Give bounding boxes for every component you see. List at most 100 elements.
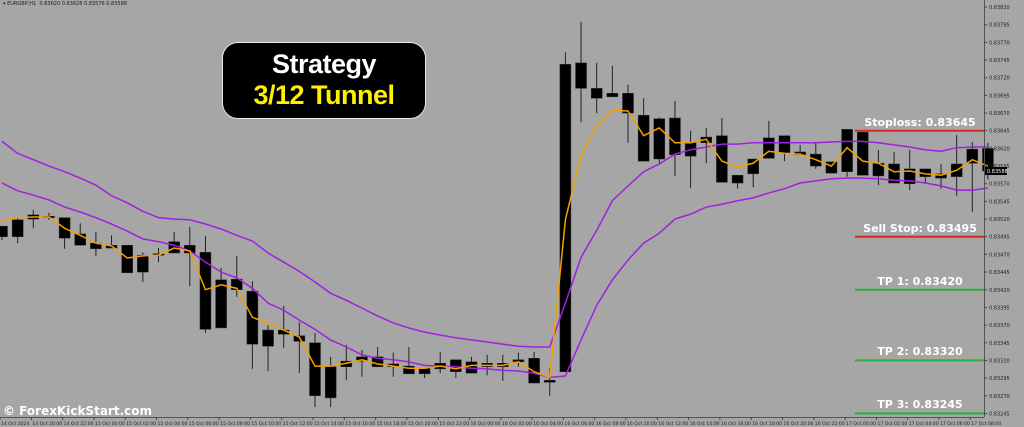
candle-body <box>403 365 415 375</box>
candle <box>215 267 227 329</box>
title-line-2: 3/12 Tunnel <box>253 80 395 110</box>
time-tick-label: 16 Oct 04:00 <box>533 421 563 427</box>
candle <box>731 175 744 189</box>
candle <box>528 351 540 384</box>
candle <box>606 65 619 98</box>
price-tick-label: 0.83420 <box>989 288 1010 294</box>
candle <box>575 21 587 123</box>
candle <box>716 118 728 183</box>
time-tick-label: 15 Oct 10:00 <box>251 421 281 427</box>
candle <box>199 236 212 333</box>
candle <box>857 131 869 176</box>
candle-body <box>590 88 603 99</box>
candle-body <box>215 279 227 329</box>
price-tick-label: 0.83320 <box>989 358 1010 364</box>
candle <box>0 225 8 241</box>
price-tick-label: 0.83620 <box>989 146 1010 152</box>
time-tick-label: 15 Oct 12:00 <box>283 421 313 427</box>
time-tick-label: 15 Oct 20:00 <box>408 421 438 427</box>
price-tick-label: 0.83570 <box>989 182 1010 188</box>
time-tick-label: 16 Oct 16:00 <box>721 421 751 427</box>
price-tick-label: 0.83245 <box>989 411 1010 417</box>
tunnel-upper-line <box>1 140 988 348</box>
current-price-label: 0.83588 <box>987 169 1008 175</box>
candle-body <box>888 163 900 184</box>
candle-body <box>199 252 212 330</box>
candle <box>903 149 916 191</box>
time-tick-label: 16 Oct 14:00 <box>690 421 720 427</box>
time-tick-label: 15 Oct 02:00 <box>126 421 156 427</box>
candle <box>841 129 853 177</box>
price-tick-label: 0.83745 <box>989 58 1010 64</box>
candle-body <box>121 244 133 274</box>
candle <box>262 325 274 372</box>
candle-body <box>309 342 321 397</box>
time-tick-label: 17 Oct 02:00 <box>877 421 907 427</box>
candle-body <box>716 135 728 183</box>
time-tick-label: 16 Oct 02:00 <box>502 421 532 427</box>
symbol-label: EURGBP,H1 <box>7 1 37 7</box>
price-tick-label: 0.83695 <box>989 93 1010 99</box>
time-tick-label: 16 Oct 20:00 <box>784 421 814 427</box>
time-tick-label: 15 Oct 14:00 <box>314 421 344 427</box>
time-tick-label: 16 Oct 22:00 <box>815 421 845 427</box>
chart-header: ▾ EURGBP,H1 0.83620 0.83628 0.83576 0.83… <box>3 1 127 7</box>
candle <box>11 216 24 244</box>
candle <box>590 62 603 114</box>
price-tick-label: 0.83445 <box>989 270 1010 276</box>
price-tick-label: 0.83670 <box>989 111 1010 117</box>
candle-body <box>825 161 838 174</box>
candle-body <box>653 118 666 160</box>
candle-body <box>669 117 681 156</box>
time-tick-label: 16 Oct 00:00 <box>471 421 501 427</box>
candle-body <box>622 93 634 114</box>
time-tick-label: 17 Oct 00:00 <box>846 421 876 427</box>
ohlc-readout: 0.83620 0.83628 0.83576 0.83588 <box>39 1 127 7</box>
time-tick-label: 15 Oct 00:00 <box>95 421 125 427</box>
time-tick-label: 15 Oct 22:00 <box>439 421 469 427</box>
time-tick-label: 16 Oct 12:00 <box>658 421 688 427</box>
candle <box>309 332 321 408</box>
candle-body <box>778 135 791 153</box>
candle <box>888 151 900 184</box>
title-line-1: Strategy <box>271 49 377 79</box>
current-price-marker <box>985 167 1007 176</box>
level-label: TP 3: 0.83245 <box>877 398 963 412</box>
price-tick-label: 0.83720 <box>989 76 1010 82</box>
strategy-title-box: Strategy 3/12 Tunnel <box>222 42 426 119</box>
candle <box>622 84 634 143</box>
time-tick-label: 17 Oct 06:00 <box>940 421 970 427</box>
candle-body <box>606 93 619 98</box>
level-label: Stoploss: 0.83645 <box>864 115 976 129</box>
candle-body <box>731 175 744 184</box>
header-menu-icon[interactable]: ▾ <box>3 1 8 7</box>
candle-body <box>450 359 462 372</box>
price-tick-label: 0.83270 <box>989 394 1010 400</box>
time-tick-label: 16 Oct 08:00 <box>596 421 626 427</box>
candle-body <box>528 358 540 384</box>
time-tick-label: 15 Oct 18:00 <box>377 421 407 427</box>
time-tick-label: 16 Oct 06:00 <box>564 421 594 427</box>
time-tick-label: 15 Oct 16:00 <box>345 421 375 427</box>
level-label: TP 2: 0.83320 <box>877 345 963 359</box>
price-tick-label: 0.83395 <box>989 305 1010 311</box>
trade-levels <box>855 129 984 415</box>
tunnel-lower-line <box>1 177 989 379</box>
candle <box>74 223 86 246</box>
candle <box>637 98 650 162</box>
candle-body <box>763 137 775 159</box>
time-tick-label: 15 Oct 08:00 <box>220 421 250 427</box>
price-tick-label: 0.83345 <box>989 341 1010 347</box>
time-tick-label: 17 Oct 08:00 <box>971 421 1001 427</box>
price-tick-label: 0.83820 <box>989 5 1010 11</box>
candle-body <box>841 129 853 172</box>
indicator-lines <box>1 109 989 379</box>
price-tick-label: 0.83795 <box>989 23 1010 29</box>
candle-body <box>637 114 650 162</box>
time-tick-label: 16 Oct 10:00 <box>627 421 657 427</box>
candle <box>121 244 133 274</box>
level-label: Sell Stop: 0.83495 <box>863 221 977 235</box>
candle-body <box>575 62 587 89</box>
